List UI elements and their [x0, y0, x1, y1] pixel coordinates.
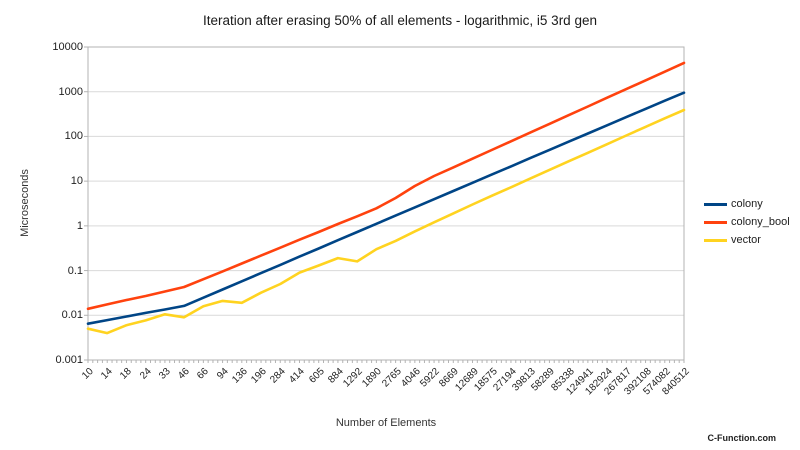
legend-label: vector [731, 234, 761, 246]
legend-label: colony_bool [731, 216, 790, 228]
legend-item-vector: vector [704, 231, 790, 249]
x-axis-title: Number of Elements [335, 417, 437, 429]
y-tick-label: 0.1 [67, 264, 83, 277]
watermark: C-Function.com [707, 433, 777, 443]
y-tick-label: 100 [64, 130, 83, 143]
y-tick-label: 10 [70, 175, 83, 188]
legend-item-colony: colony [704, 195, 790, 213]
legend-label: colony [731, 198, 763, 210]
series-line-colony_bool [86, 61, 686, 311]
legend-item-colony_bool: colony_bool [704, 213, 790, 231]
series-line-vector [86, 108, 686, 335]
y-tick-label: 10000 [52, 41, 83, 53]
legend-swatch-colony [704, 202, 727, 206]
legend-swatch-vector [704, 238, 727, 242]
series-line-colony [86, 91, 686, 326]
y-tick-label: 0.001 [55, 354, 83, 366]
y-tick-label: 1000 [58, 85, 83, 98]
chart-title: Iteration after erasing 50% of all eleme… [203, 13, 597, 28]
legend-swatch-colony_bool [704, 220, 727, 224]
y-tick-label: 1 [76, 219, 83, 232]
y-tick-label: 0.01 [61, 309, 83, 322]
